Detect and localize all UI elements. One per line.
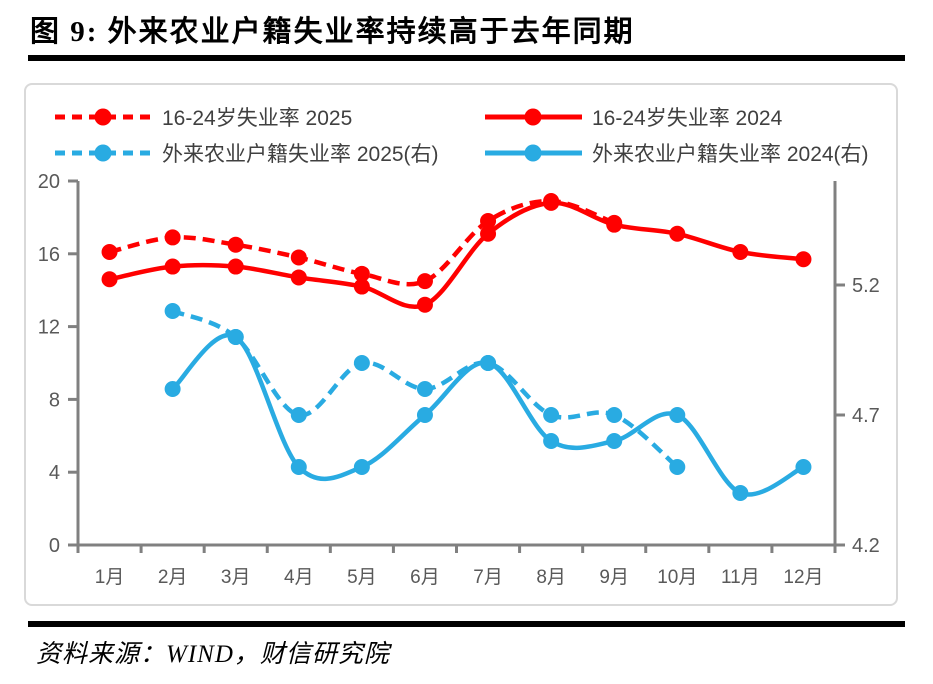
data-point [606,214,623,231]
data-point [543,193,560,210]
x-axis-label: 12月 [783,567,823,588]
y-right-tick-label: 5.2 [852,275,880,297]
x-axis-label: 6月 [410,567,440,588]
footer-rule [28,621,905,627]
legend-label: 16-24岁失业率 2024 [592,107,783,130]
y-right-tick-label: 4.2 [852,535,880,557]
x-axis-label: 4月 [284,567,314,588]
legend-item: 16-24岁失业率 2025 [55,104,352,130]
legend-swatch [55,105,152,129]
legend-item: 16-24岁失业率 2024 [485,104,782,130]
legend-item: 外来农业户籍失业率 2024(右) [485,140,869,166]
legend-label: 16-24岁失业率 2025 [162,107,353,130]
data-point [480,213,497,230]
legend-swatch-line [55,108,152,126]
data-point [795,251,812,268]
y-left-tick-label: 16 [38,244,60,266]
data-point [164,229,181,246]
data-point [606,433,623,449]
legend-swatch [485,105,582,129]
data-point [101,271,118,288]
legend-marker [524,144,542,162]
data-point [164,258,181,275]
data-point [480,355,497,371]
data-point [164,381,181,397]
data-point [416,381,433,397]
data-point [416,296,433,313]
data-point [290,459,307,475]
data-point [795,459,812,475]
source-note: 资料来源：WIND，财信研究院 [36,641,390,668]
x-axis-label: 10月 [657,567,697,588]
data-point [669,407,686,423]
data-point [543,433,560,449]
data-point [353,278,370,295]
data-point [101,243,118,260]
data-point [164,303,181,319]
x-axis-label: 2月 [158,567,188,588]
legend-marker [94,108,112,126]
data-point [227,258,244,275]
legend-swatch-line [485,108,582,126]
x-axis-label: 8月 [536,567,566,588]
data-point [732,485,749,501]
legend-marker [94,144,112,162]
x-axis-label: 11月 [721,567,760,588]
legend-swatch-line [55,144,152,162]
data-point [732,243,749,260]
title-rule [28,55,905,61]
legend-swatch [55,141,152,165]
x-axis-label: 1月 [95,567,125,588]
y-left-tick-label: 4 [49,462,60,484]
y-right-tick-label: 4.7 [852,405,880,427]
data-point [669,225,686,242]
y-left-tick-label: 20 [38,171,60,193]
x-axis-label: 7月 [473,567,503,588]
chart-panel: 0 4 8 12 16 20 4.2 4.7 5.2 1月 2月 3月 4月 5月 6月 7月 8月 9月 10月 1… [24,83,898,606]
legend-swatch [485,141,582,165]
y-left-tick-label: 0 [49,535,60,557]
legend-marker [524,108,542,126]
data-point [543,407,560,423]
data-point [669,459,686,475]
data-point [353,459,370,475]
legend-label: 外来农业户籍失业率 2024(右) [592,143,869,166]
data-point [290,249,307,266]
y-left-tick-label: 12 [38,317,60,339]
data-point [416,407,433,423]
data-point [480,225,497,242]
legend-label: 外来农业户籍失业率 2025(右) [162,143,439,166]
data-point [353,265,370,282]
data-point [353,355,370,371]
data-point [606,407,623,423]
x-axis-label: 5月 [347,567,377,588]
data-point [290,269,307,286]
data-point [227,236,244,253]
y-left-tick-label: 8 [49,389,60,411]
data-point [416,273,433,290]
chart-plot: 0 4 8 12 16 20 4.2 4.7 5.2 1月 2月 3月 4月 5月 6月 7月 8月 9月 10月 1… [38,171,880,588]
figure-title: 图 9: 外来农业户籍失业率持续高于去年同期 [30,16,635,48]
data-point [227,329,244,345]
legend-swatch-line [485,144,582,162]
data-point [290,407,307,423]
legend-item: 外来农业户籍失业率 2025(右) [55,140,439,166]
x-axis-label: 9月 [599,567,629,588]
x-axis-label: 3月 [221,567,251,588]
